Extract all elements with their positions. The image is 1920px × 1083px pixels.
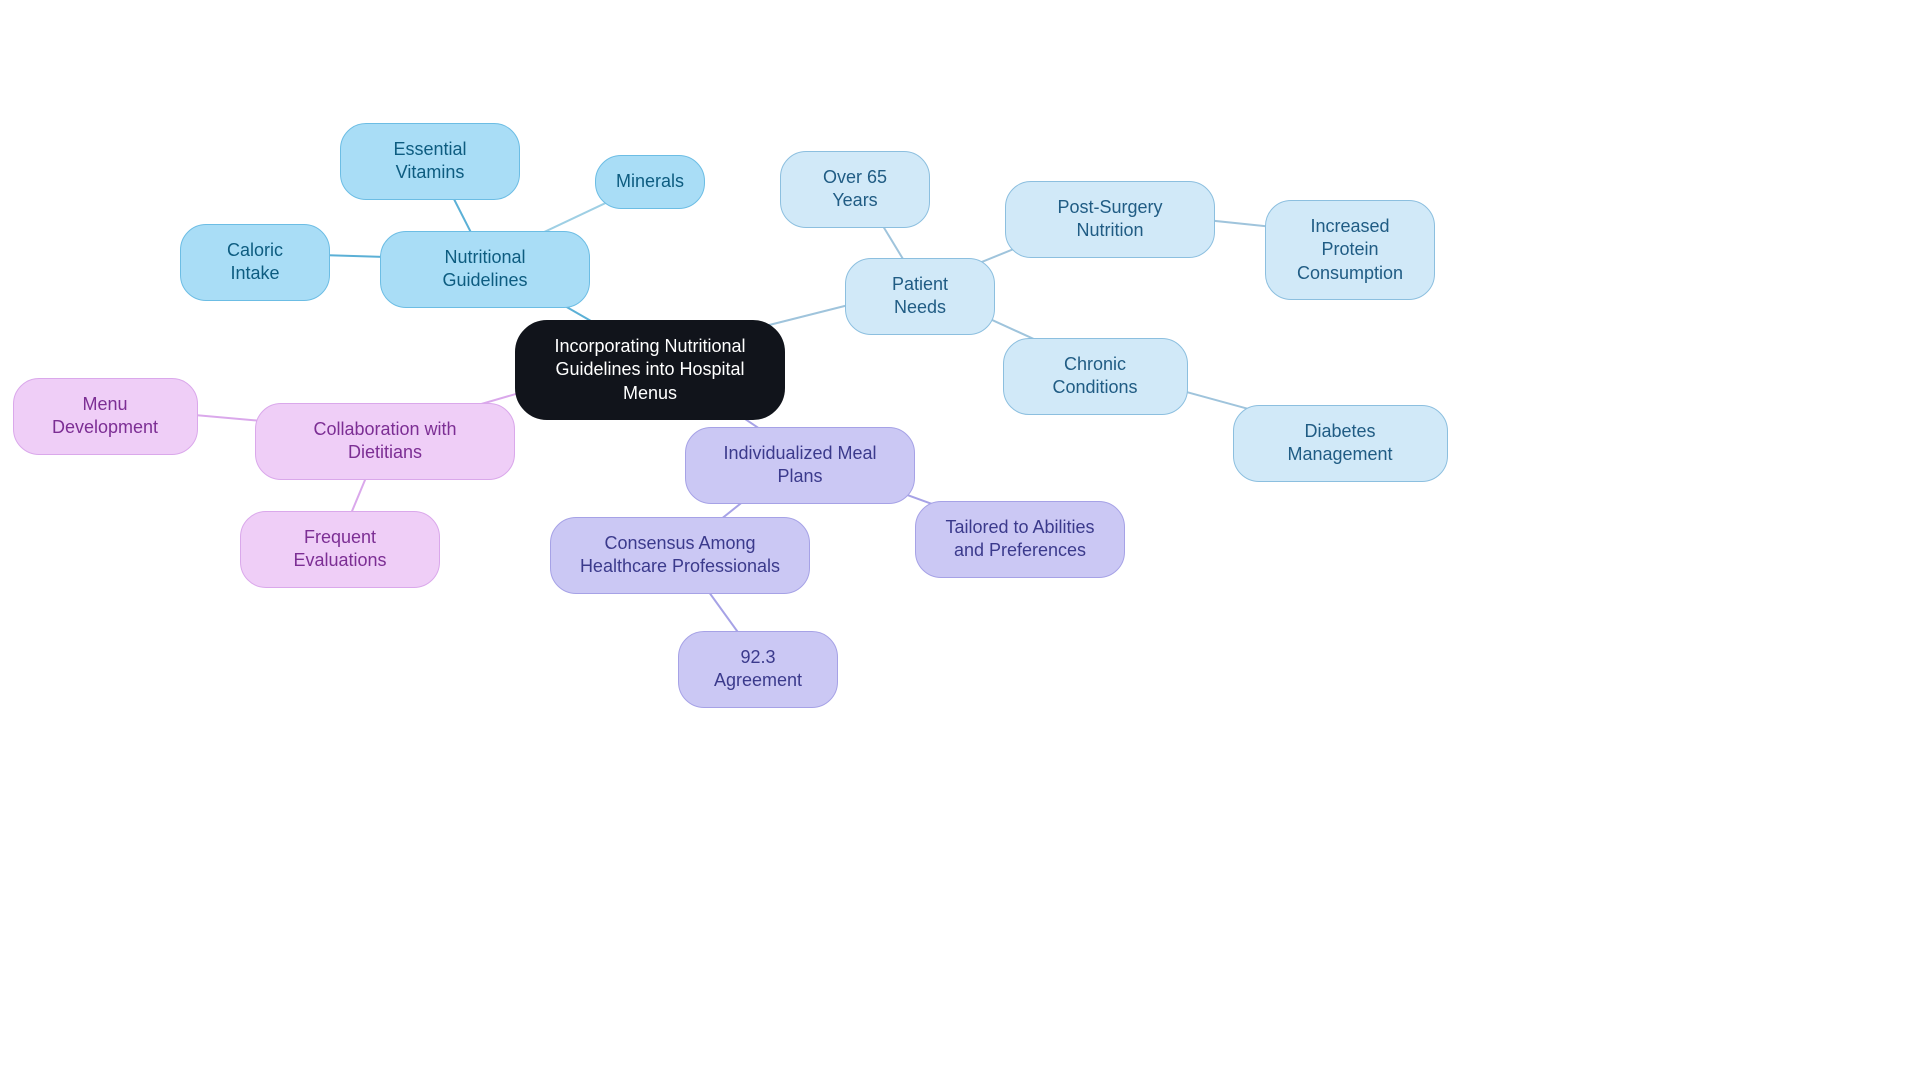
node-tailored: Tailored to Abilities and Preferences	[915, 501, 1125, 578]
node-post-surgery: Post-Surgery Nutrition	[1005, 181, 1215, 258]
node-central: Incorporating Nutritional Guidelines int…	[515, 320, 785, 420]
node-collaboration-dietitians: Collaboration with Dietitians	[255, 403, 515, 480]
node-individualized-meal-plans: Individualized Meal Plans	[685, 427, 915, 504]
node-nutritional-guidelines: Nutritional Guidelines	[380, 231, 590, 308]
node-essential-vitamins: Essential Vitamins	[340, 123, 520, 200]
node-consensus: Consensus Among Healthcare Professionals	[550, 517, 810, 594]
node-chronic-conditions: Chronic Conditions	[1003, 338, 1188, 415]
node-caloric-intake: Caloric Intake	[180, 224, 330, 301]
node-diabetes-management: Diabetes Management	[1233, 405, 1448, 482]
node-patient-needs: Patient Needs	[845, 258, 995, 335]
node-over-65: Over 65 Years	[780, 151, 930, 228]
node-agreement: 92.3 Agreement	[678, 631, 838, 708]
node-menu-development: Menu Development	[13, 378, 198, 455]
node-minerals: Minerals	[595, 155, 705, 209]
node-increased-protein: Increased Protein Consumption	[1265, 200, 1435, 300]
node-frequent-evaluations: Frequent Evaluations	[240, 511, 440, 588]
